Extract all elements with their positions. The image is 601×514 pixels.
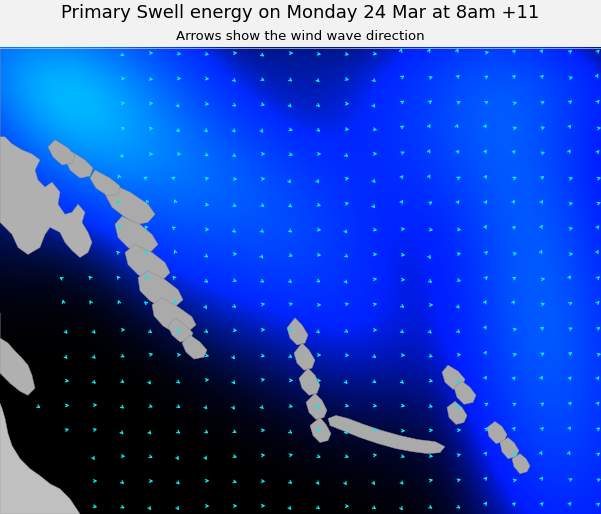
Polygon shape xyxy=(454,381,476,405)
Polygon shape xyxy=(306,393,327,419)
Polygon shape xyxy=(447,401,467,425)
Polygon shape xyxy=(115,216,158,254)
Polygon shape xyxy=(328,415,445,454)
Polygon shape xyxy=(442,365,465,389)
Text: Arrows show the wind wave direction: Arrows show the wind wave direction xyxy=(176,30,425,43)
Text: Primary Swell energy on Monday 24 Mar at 8am +11: Primary Swell energy on Monday 24 Mar at… xyxy=(61,4,540,22)
Polygon shape xyxy=(125,245,170,283)
Polygon shape xyxy=(294,343,315,370)
Polygon shape xyxy=(299,368,320,395)
Polygon shape xyxy=(500,437,519,458)
Polygon shape xyxy=(152,298,196,334)
Polygon shape xyxy=(310,417,331,443)
Polygon shape xyxy=(182,335,207,359)
Polygon shape xyxy=(48,140,75,165)
Polygon shape xyxy=(487,421,507,444)
Polygon shape xyxy=(512,454,530,474)
Polygon shape xyxy=(0,313,35,395)
Polygon shape xyxy=(138,270,183,309)
Polygon shape xyxy=(287,318,308,345)
Polygon shape xyxy=(90,170,120,196)
Polygon shape xyxy=(0,47,92,258)
Polygon shape xyxy=(0,403,80,514)
Polygon shape xyxy=(65,152,93,178)
Polygon shape xyxy=(168,318,193,342)
Polygon shape xyxy=(105,182,155,224)
